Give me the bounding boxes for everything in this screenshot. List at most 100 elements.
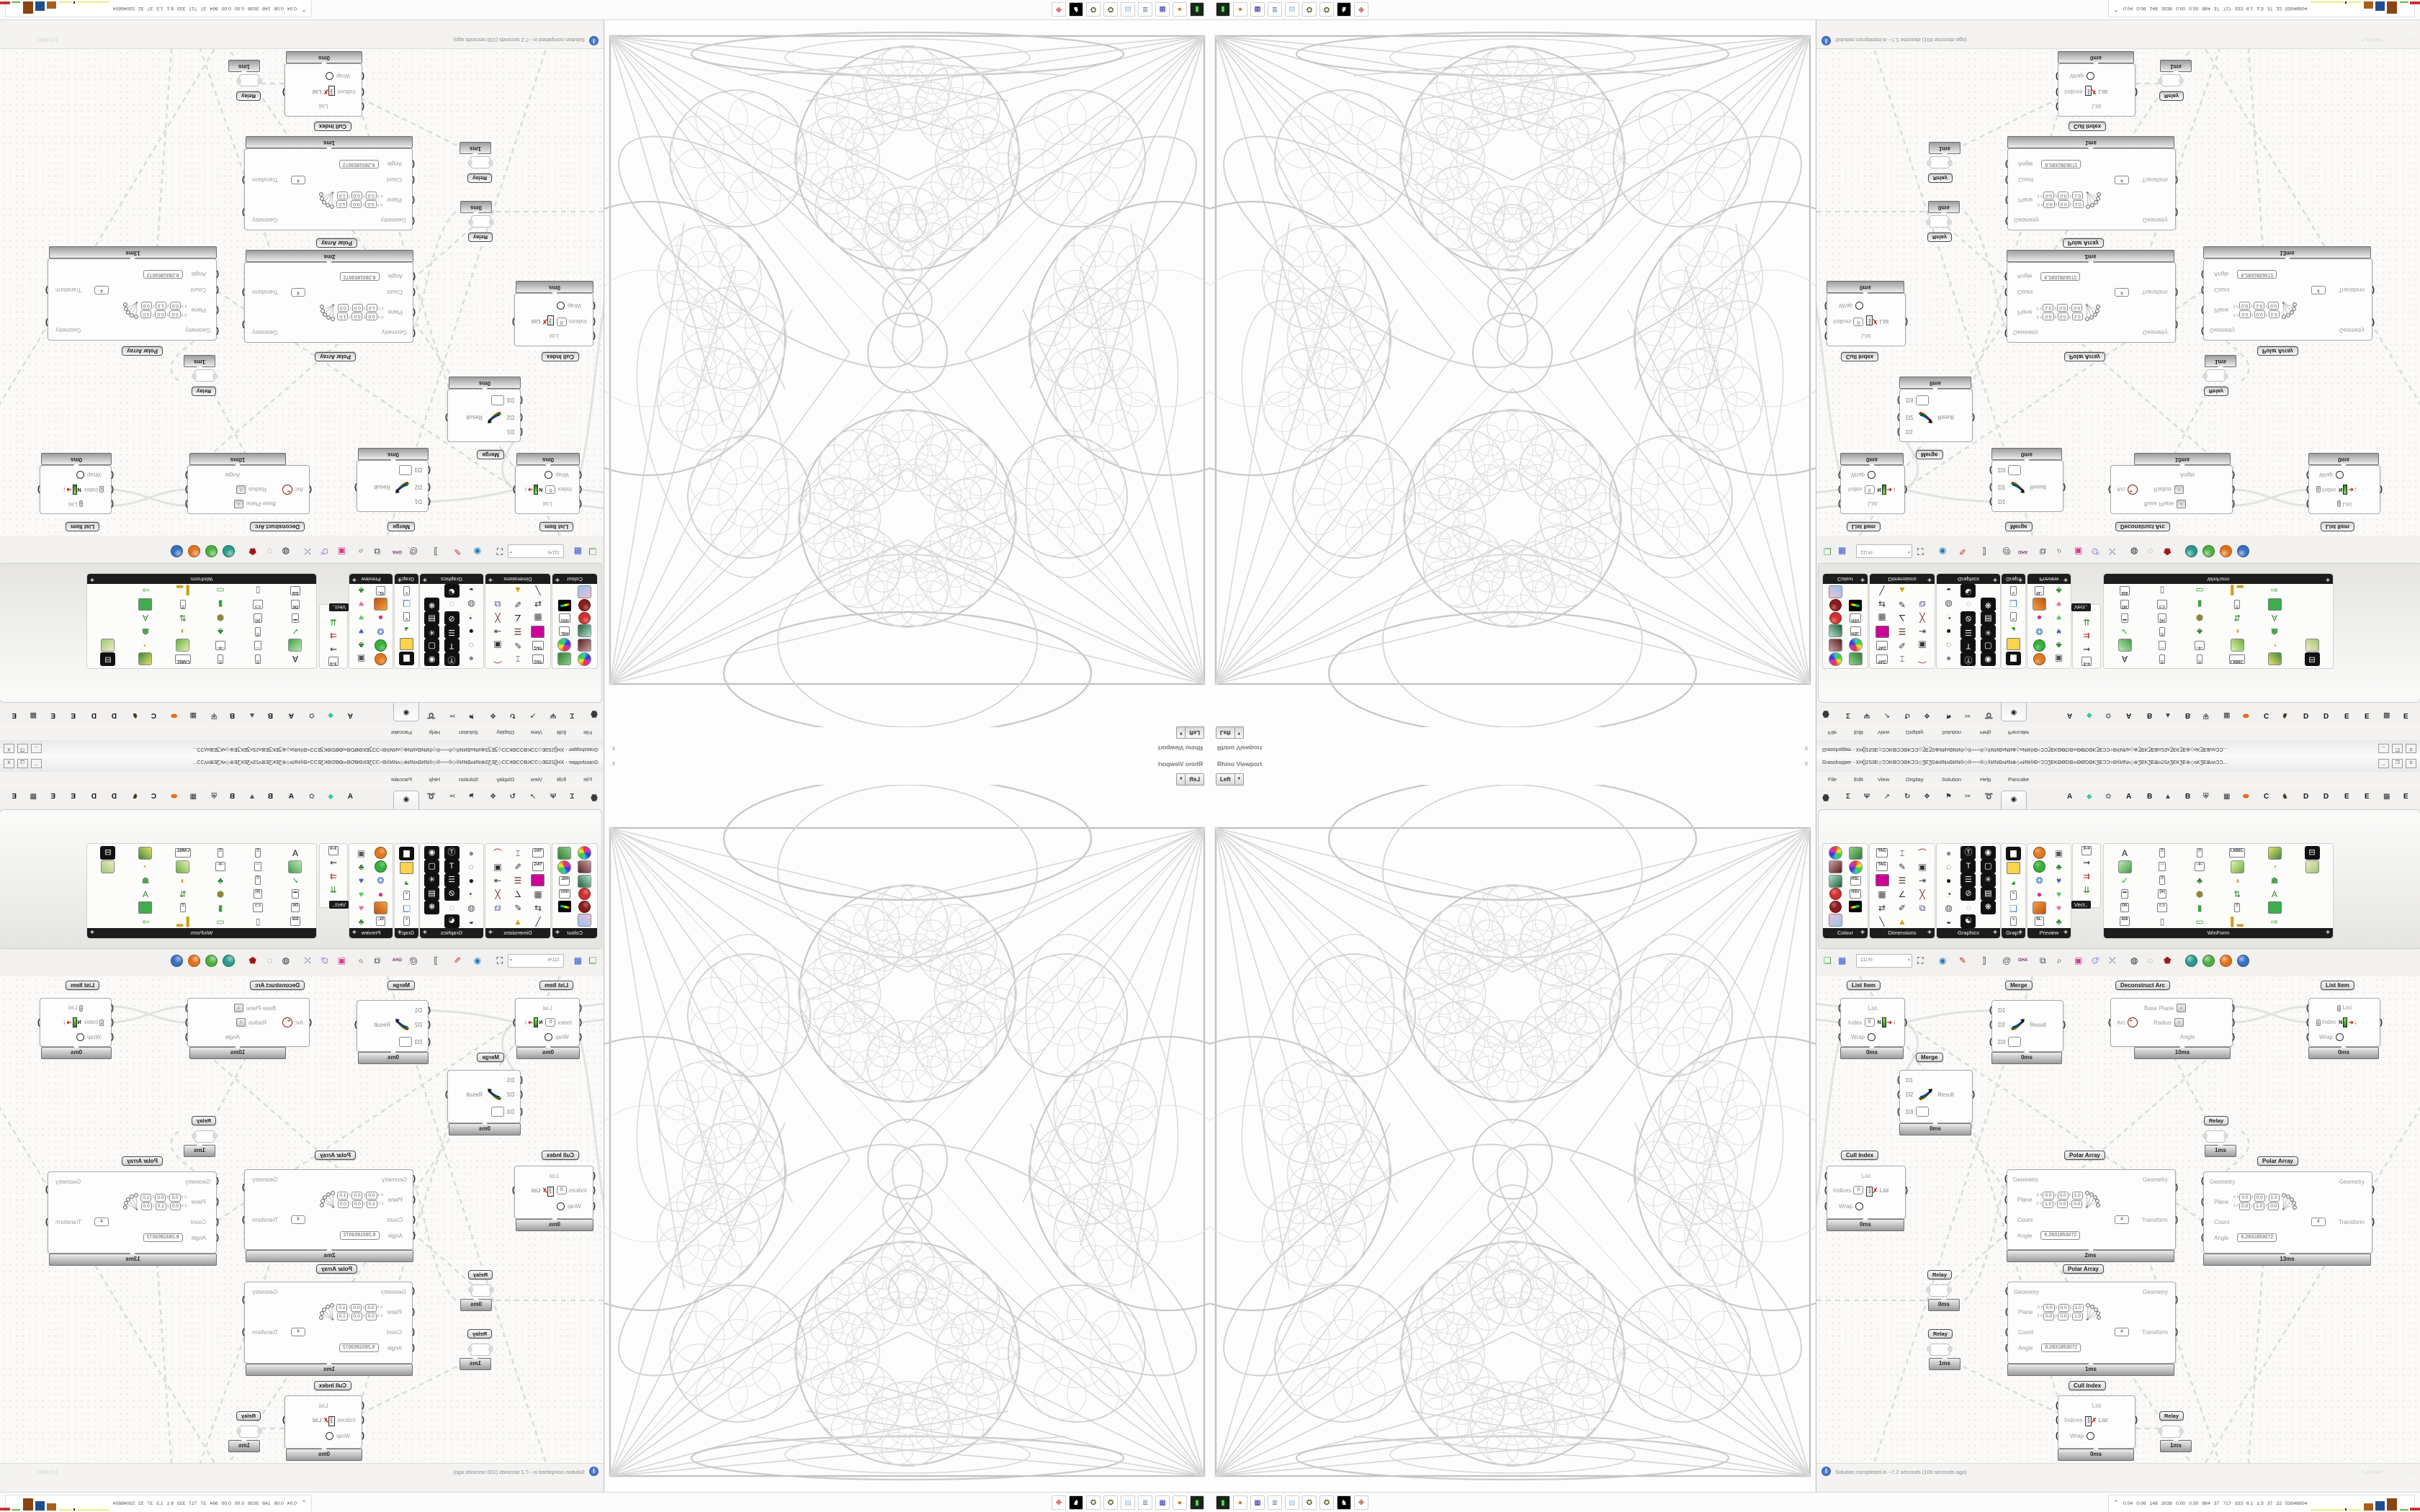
red-arrows-icon[interactable]: ⇉ bbox=[329, 870, 338, 881]
mesh-flag-icon[interactable]: ⚑ bbox=[1945, 711, 1952, 719]
node-label-cull-index[interactable]: Cull Index bbox=[313, 1381, 351, 1390]
maximize-button[interactable]: ❐ bbox=[2392, 759, 2403, 768]
extend-icon[interactable]: ⇥ bbox=[1918, 875, 1927, 886]
node-label-polar-array[interactable]: Polar Array bbox=[2257, 346, 2298, 356]
plugin-tab-3[interactable]: A bbox=[288, 793, 294, 801]
arrow-green-icon[interactable]: ⇨ bbox=[2270, 585, 2279, 596]
chevron-down-icon[interactable]: ▼ bbox=[1234, 774, 1243, 785]
slider-small-icon[interactable]: ⋯ bbox=[2159, 641, 2166, 650]
green-grid-icon[interactable] bbox=[176, 860, 190, 873]
menu-solution[interactable]: Solution bbox=[1942, 729, 1962, 736]
ring-icon[interactable]: ◔ bbox=[1946, 613, 1952, 624]
tag-icon[interactable]: TAG bbox=[1876, 641, 1888, 650]
orange-square-icon[interactable] bbox=[2033, 598, 2046, 611]
gradient-icon[interactable] bbox=[1848, 652, 1863, 666]
plugin-tab-17[interactable]: E bbox=[12, 793, 17, 801]
medal2-icon[interactable]: ✪ bbox=[1086, 1495, 1101, 1510]
notepad-icon[interactable]: ▤ bbox=[1121, 2, 1135, 17]
gradient-bars-icon[interactable] bbox=[400, 638, 413, 650]
area-chart-icon[interactable] bbox=[138, 652, 153, 666]
surface-leaf-icon[interactable]: ❖ bbox=[490, 793, 496, 801]
prism-icon[interactable] bbox=[1849, 599, 1862, 611]
hbar-icon[interactable]: ▭ bbox=[216, 585, 225, 596]
box-icon[interactable]: ⬢ bbox=[216, 888, 225, 899]
green-cube-icon[interactable] bbox=[578, 874, 592, 888]
transform-icon[interactable]: ➰ bbox=[1984, 711, 1994, 719]
ruler-icon[interactable]: ⌶ bbox=[1899, 847, 1905, 858]
component-deconstruct-arc[interactable]: Base Plane↓)(ArcRadius↓)Angle) bbox=[185, 998, 312, 1047]
line-icon[interactable]: ╲ bbox=[535, 585, 541, 596]
terminal-icon[interactable]: ▮ bbox=[1216, 2, 1230, 17]
menu-file[interactable]: File bbox=[583, 729, 592, 736]
plugin-tab-13[interactable]: D bbox=[91, 793, 97, 801]
grid-icon[interactable]: ▦ bbox=[1878, 888, 1886, 899]
image-tile-icon[interactable] bbox=[101, 860, 115, 873]
firefox-icon[interactable]: ● bbox=[1233, 2, 1247, 17]
panel-label-colour[interactable]: Colour ✚ bbox=[552, 574, 597, 584]
hearts-icon[interactable]: ♥ bbox=[2056, 902, 2062, 913]
label-chip-icon[interactable]: LABEL bbox=[2228, 848, 2246, 858]
burst-icon[interactable]: ✳ bbox=[424, 625, 440, 639]
component-polar-array[interactable]: (Geometry Geometry)(Plane o x 0.0 y 0.0 z 1.0 z … bbox=[2004, 1169, 2178, 1250]
pink-dots-icon[interactable]: ● bbox=[2036, 888, 2043, 899]
component-polar-array[interactable]: (Geometry Geometry)(Plane o x 0.0 y 0.0 z 1.0 z … bbox=[2005, 1282, 2178, 1364]
plugin-tab-14[interactable]: E bbox=[71, 711, 76, 719]
squircle-icon[interactable]: ▢ bbox=[424, 639, 440, 652]
tree-widget-icon[interactable]: ⊟ bbox=[2304, 652, 2320, 666]
notepad-icon[interactable]: ▤ bbox=[1285, 2, 1299, 17]
ring-icon[interactable]: ◔ bbox=[468, 888, 474, 899]
gha-icon[interactable]: GHA bbox=[2018, 958, 2028, 963]
burst-icon[interactable]: ✳ bbox=[1980, 873, 1996, 887]
hatch-icon[interactable] bbox=[2118, 860, 2132, 873]
balloon-icon[interactable]: 🜚 bbox=[2092, 955, 2101, 966]
export-icon[interactable]: ⟧ bbox=[434, 546, 438, 557]
relay-node[interactable] bbox=[1930, 156, 1950, 168]
tree-screen-icon[interactable]: ♣ bbox=[358, 916, 364, 927]
burst-icon[interactable]: ✳ bbox=[1980, 625, 1996, 639]
relay-node[interactable] bbox=[1927, 1344, 1953, 1356]
t-circle-icon[interactable]: Ⓣ bbox=[1960, 652, 1976, 666]
display-mode-icon-1[interactable] bbox=[2202, 955, 2215, 967]
preview-off-icon[interactable]: ◍ bbox=[2130, 546, 2138, 557]
ok-button-icon[interactable]: OK bbox=[290, 600, 300, 609]
counter-icon[interactable]: ⟨#⟩ bbox=[2157, 613, 2167, 623]
dash-ring-icon[interactable]: ◌ bbox=[1966, 902, 1971, 913]
plugin-tab-8[interactable]: ▦ bbox=[2223, 793, 2231, 801]
toggle-icon[interactable]: ⊂⊃ bbox=[2157, 903, 2167, 912]
relay-node[interactable] bbox=[471, 1284, 491, 1297]
list-icon[interactable]: ☰ bbox=[2196, 848, 2203, 858]
list3-icon[interactable]: ☰ bbox=[179, 903, 187, 912]
photos-icon[interactable]: ❏ bbox=[2009, 598, 2017, 609]
green-chart-icon[interactable]: ∿ bbox=[2010, 891, 2017, 900]
plugin-tab-7[interactable]: ⛨ bbox=[211, 793, 218, 801]
mini-chart-icon[interactable]: ▌▂ bbox=[176, 916, 189, 927]
counter-icon[interactable]: ⟨#⟩ bbox=[253, 613, 263, 623]
relay-label[interactable]: Relay bbox=[191, 387, 216, 396]
angle-icon[interactable]: ∠ bbox=[1898, 888, 1906, 899]
plugin-tab-12[interactable]: D bbox=[2303, 711, 2309, 719]
updown-icon[interactable]: ⇅ bbox=[2233, 888, 2241, 899]
hatch-icon[interactable] bbox=[288, 639, 302, 652]
maximize-button[interactable]: ❐ bbox=[17, 759, 28, 768]
swap-icon[interactable]: ⇄ bbox=[534, 599, 542, 610]
colour-wheel-icon[interactable] bbox=[578, 652, 592, 666]
view-selector[interactable]: Left ▼ bbox=[1176, 773, 1204, 786]
zoom-input[interactable]: 111% ▾ bbox=[1856, 954, 1912, 968]
node-label-cull-index[interactable]: Cull Index bbox=[313, 122, 351, 131]
menu-help[interactable]: Help bbox=[1980, 729, 1991, 736]
medal-icon[interactable]: ✪ bbox=[1302, 2, 1317, 17]
preview-wire-icon[interactable]: ◌ bbox=[266, 955, 272, 966]
display-mode-icon-3[interactable] bbox=[2237, 955, 2249, 967]
relay-node[interactable] bbox=[2205, 369, 2226, 382]
relay-node[interactable] bbox=[1929, 215, 1949, 228]
component-list-item[interactable]: (↓ List(↓ Index N ➜ i)(Wrap bbox=[2306, 998, 2383, 1047]
green-arrows-icon[interactable]: ⇊ bbox=[329, 884, 338, 895]
menu-view[interactable]: View bbox=[1878, 729, 1890, 736]
new-file-icon[interactable]: ❏ bbox=[1824, 955, 1832, 966]
relay-node[interactable] bbox=[2161, 74, 2181, 86]
plugin-tab-11[interactable]: ♞ bbox=[132, 711, 138, 719]
label-a-icon[interactable]: A bbox=[2121, 654, 2128, 665]
plugin-tab-7[interactable]: ⛨ bbox=[211, 711, 218, 719]
preview-shaded-icon[interactable]: ⬟ bbox=[2164, 546, 2172, 557]
display-eye-tab[interactable]: ◉ bbox=[2001, 702, 2027, 721]
